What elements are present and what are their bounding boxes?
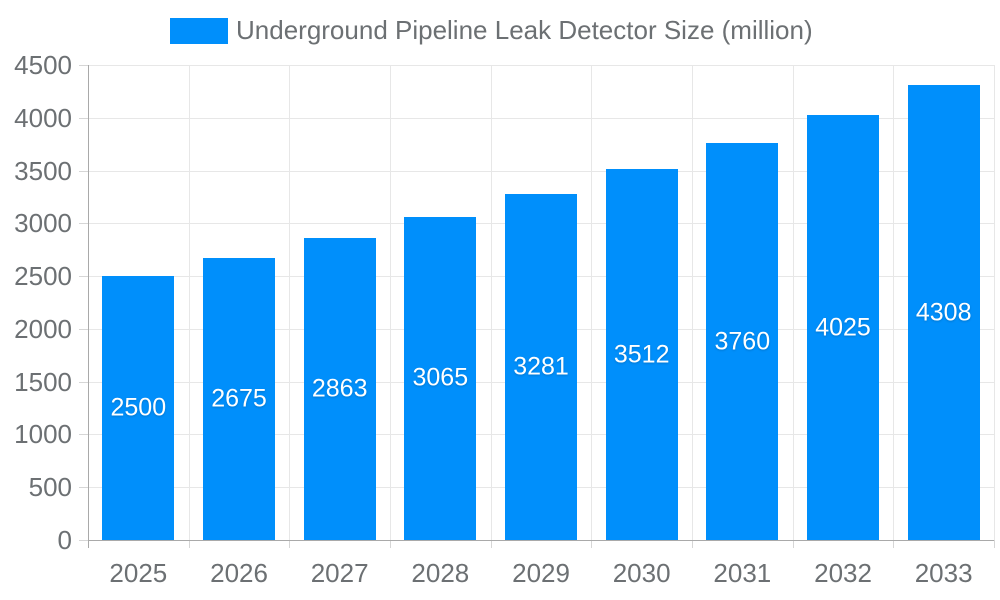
y-axis-label: 0 [57,525,72,555]
bar-value-label: 3512 [613,340,670,369]
bar-value-label: 4025 [815,313,871,342]
x-axis-label: 2030 [612,558,671,588]
legend-swatch [170,17,228,44]
y-axis-tick [79,170,88,172]
x-axis-label: 2025 [109,558,168,588]
x-axis-label: 2029 [512,558,570,588]
y-axis-tick [79,65,88,66]
bar[interactable]: 3065 [404,216,477,540]
horizontal-gridline [88,65,994,66]
bar-value-label: 3281 [513,352,569,381]
y-axis-line [88,65,89,548]
vertical-gridline [390,65,391,540]
y-axis-label: 3500 [14,155,72,186]
y-axis-tick [79,434,88,436]
bar[interactable]: 2500 [102,276,175,540]
y-axis-label: 1500 [14,366,72,397]
x-axis-label: 2032 [814,558,872,588]
horizontal-gridline [88,117,994,119]
legend-item[interactable]: Underground Pipeline Leak Detector Size … [170,15,813,46]
x-axis-tick [893,540,895,548]
vertical-gridline [289,65,291,540]
x-axis-label: 2031 [713,558,772,588]
x-axis-label: 2027 [310,558,369,588]
bar-value-label: 2675 [211,384,267,413]
y-axis-label: 500 [28,472,72,503]
legend-label: Underground Pipeline Leak Detector Size … [236,15,813,45]
bar[interactable]: 2863 [303,237,376,540]
y-axis-tick [79,276,88,278]
x-axis-tick [994,540,995,548]
bar-value-label: 4308 [915,298,972,327]
vertical-gridline [792,65,794,540]
vertical-gridline [692,65,693,540]
vertical-gridline [188,65,190,540]
x-axis-tick [792,540,794,548]
y-axis-tick [79,328,88,330]
bar-value-label: 2863 [311,374,368,403]
vertical-gridline [994,65,995,540]
bar[interactable]: 4308 [907,85,980,540]
x-axis-tick [188,540,190,548]
x-axis-label: 2026 [210,558,268,588]
bar[interactable]: 3512 [605,169,678,540]
y-axis-label: 4500 [14,50,72,80]
x-axis-tick [390,540,391,548]
bar[interactable]: 2675 [203,257,275,540]
y-axis-label: 3000 [14,208,72,239]
bar-value-label: 2500 [110,393,167,422]
bar[interactable]: 3281 [505,193,577,540]
y-axis-tick [79,381,88,383]
x-axis-tick [692,540,693,548]
y-axis-tick [79,487,88,489]
y-axis-tick [79,223,88,225]
x-axis-line [88,540,994,541]
y-axis-label: 2500 [14,261,72,292]
y-axis-label: 2000 [14,313,72,344]
vertical-gridline [591,65,593,540]
y-axis-label: 1000 [14,419,72,450]
y-axis-tick [79,117,88,119]
vertical-gridline [490,65,492,540]
bar-value-label: 3760 [714,327,771,356]
x-axis-tick [490,540,492,548]
x-axis-tick [591,540,593,548]
x-axis-label: 2028 [411,558,470,588]
bar[interactable]: 4025 [807,115,879,540]
y-axis-tick [79,540,88,541]
horizontal-gridline [88,170,994,172]
vertical-gridline [893,65,895,540]
bar[interactable]: 3760 [706,143,779,540]
x-axis-label: 2033 [914,558,973,588]
x-axis-tick [289,540,291,548]
y-axis-label: 4000 [14,102,72,133]
bar-value-label: 3065 [412,363,469,392]
